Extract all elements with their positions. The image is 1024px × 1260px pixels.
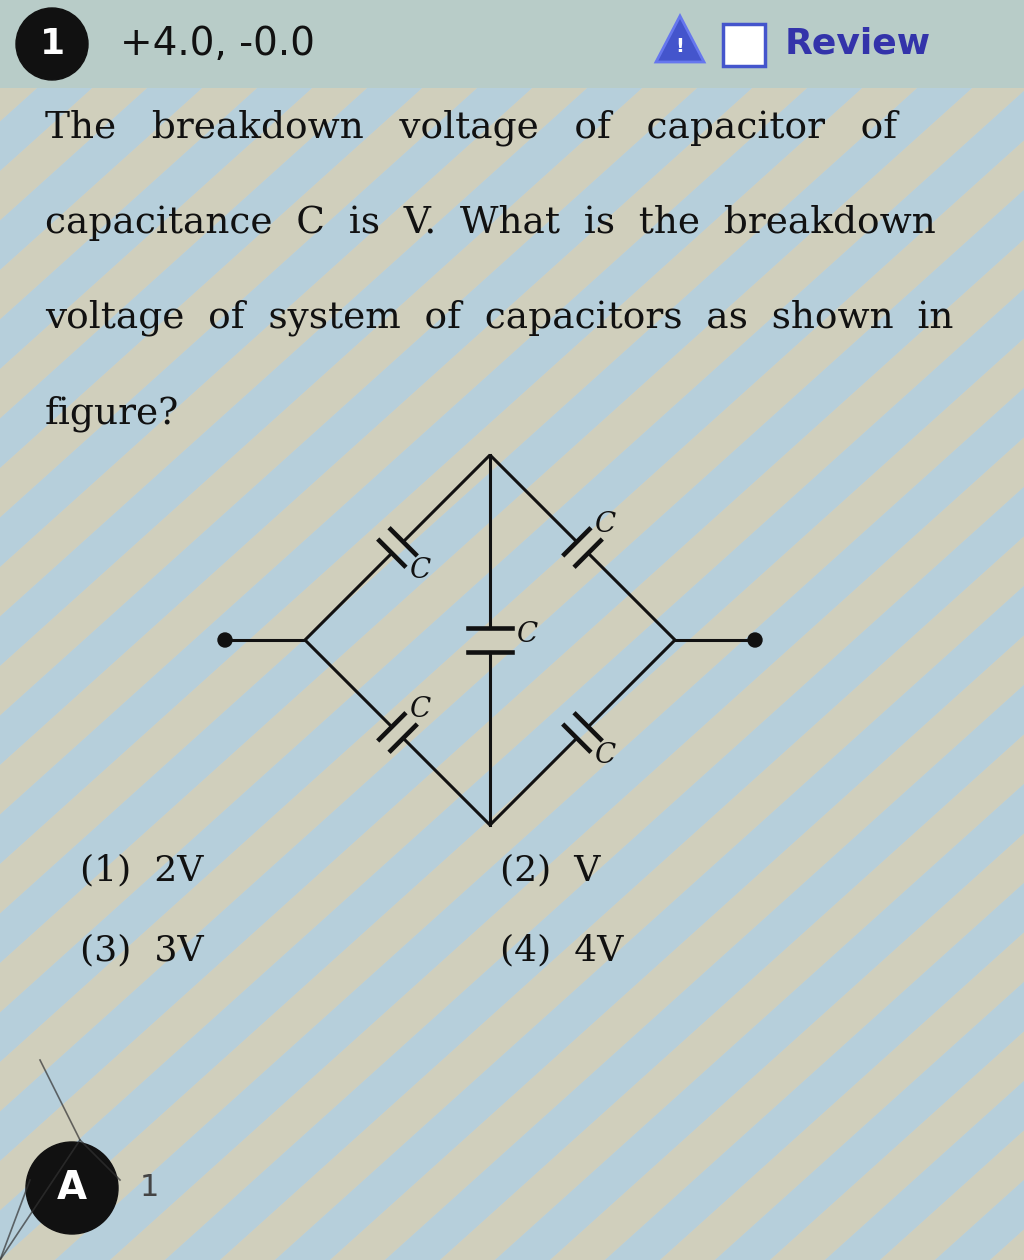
Text: voltage  of  system  of  capacitors  as  shown  in: voltage of system of capacitors as shown… <box>45 300 953 336</box>
Polygon shape <box>990 0 1024 1260</box>
Polygon shape <box>55 0 1024 1260</box>
Text: C: C <box>410 557 431 583</box>
Polygon shape <box>0 0 135 1260</box>
Polygon shape <box>0 0 740 1260</box>
Polygon shape <box>165 0 1024 1260</box>
Text: Review: Review <box>785 26 931 60</box>
Text: (2)  V: (2) V <box>500 853 600 887</box>
Polygon shape <box>0 0 190 1260</box>
Text: (3)  3V: (3) 3V <box>80 932 204 966</box>
Polygon shape <box>660 0 1024 1260</box>
Polygon shape <box>935 0 1024 1260</box>
Text: !: ! <box>676 37 684 55</box>
Text: C: C <box>595 512 615 538</box>
Polygon shape <box>440 0 1024 1260</box>
FancyBboxPatch shape <box>723 24 765 66</box>
Polygon shape <box>715 0 1024 1260</box>
Text: C: C <box>595 742 615 769</box>
Polygon shape <box>385 0 1024 1260</box>
Polygon shape <box>605 0 1024 1260</box>
Text: capacitance  C  is  V.  What  is  the  breakdown: capacitance C is V. What is the breakdow… <box>45 205 936 241</box>
Polygon shape <box>0 0 905 1260</box>
FancyBboxPatch shape <box>0 0 1024 88</box>
Circle shape <box>16 8 88 79</box>
Polygon shape <box>495 0 1024 1260</box>
Text: The   breakdown   voltage   of   capacitor   of: The breakdown voltage of capacitor of <box>45 110 897 146</box>
Polygon shape <box>0 0 465 1260</box>
Circle shape <box>26 1142 118 1234</box>
Polygon shape <box>330 0 1024 1260</box>
Polygon shape <box>0 0 355 1260</box>
Polygon shape <box>0 0 80 1260</box>
Polygon shape <box>0 0 25 1260</box>
Polygon shape <box>0 0 630 1260</box>
Text: (1)  2V: (1) 2V <box>80 853 204 887</box>
Text: 1: 1 <box>40 26 65 60</box>
Text: +4.0, -0.0: +4.0, -0.0 <box>120 25 315 63</box>
Polygon shape <box>0 0 961 1260</box>
Polygon shape <box>0 0 795 1260</box>
Polygon shape <box>0 0 520 1260</box>
Polygon shape <box>0 0 245 1260</box>
Polygon shape <box>0 0 575 1260</box>
Polygon shape <box>880 0 1024 1260</box>
Polygon shape <box>550 0 1024 1260</box>
Polygon shape <box>0 0 685 1260</box>
Text: C: C <box>410 697 431 723</box>
Polygon shape <box>0 0 850 1260</box>
Polygon shape <box>0 0 410 1260</box>
Circle shape <box>218 633 232 646</box>
Text: (4)  4V: (4) 4V <box>500 932 624 966</box>
Circle shape <box>748 633 762 646</box>
Polygon shape <box>0 0 300 1260</box>
Text: 1: 1 <box>140 1173 160 1202</box>
Polygon shape <box>825 0 1024 1260</box>
Text: figure?: figure? <box>45 394 179 431</box>
Polygon shape <box>656 16 705 62</box>
Polygon shape <box>275 0 1024 1260</box>
Text: C: C <box>517 621 539 649</box>
Polygon shape <box>220 0 1024 1260</box>
Polygon shape <box>110 0 1024 1260</box>
Polygon shape <box>770 0 1024 1260</box>
Text: A: A <box>57 1169 87 1207</box>
